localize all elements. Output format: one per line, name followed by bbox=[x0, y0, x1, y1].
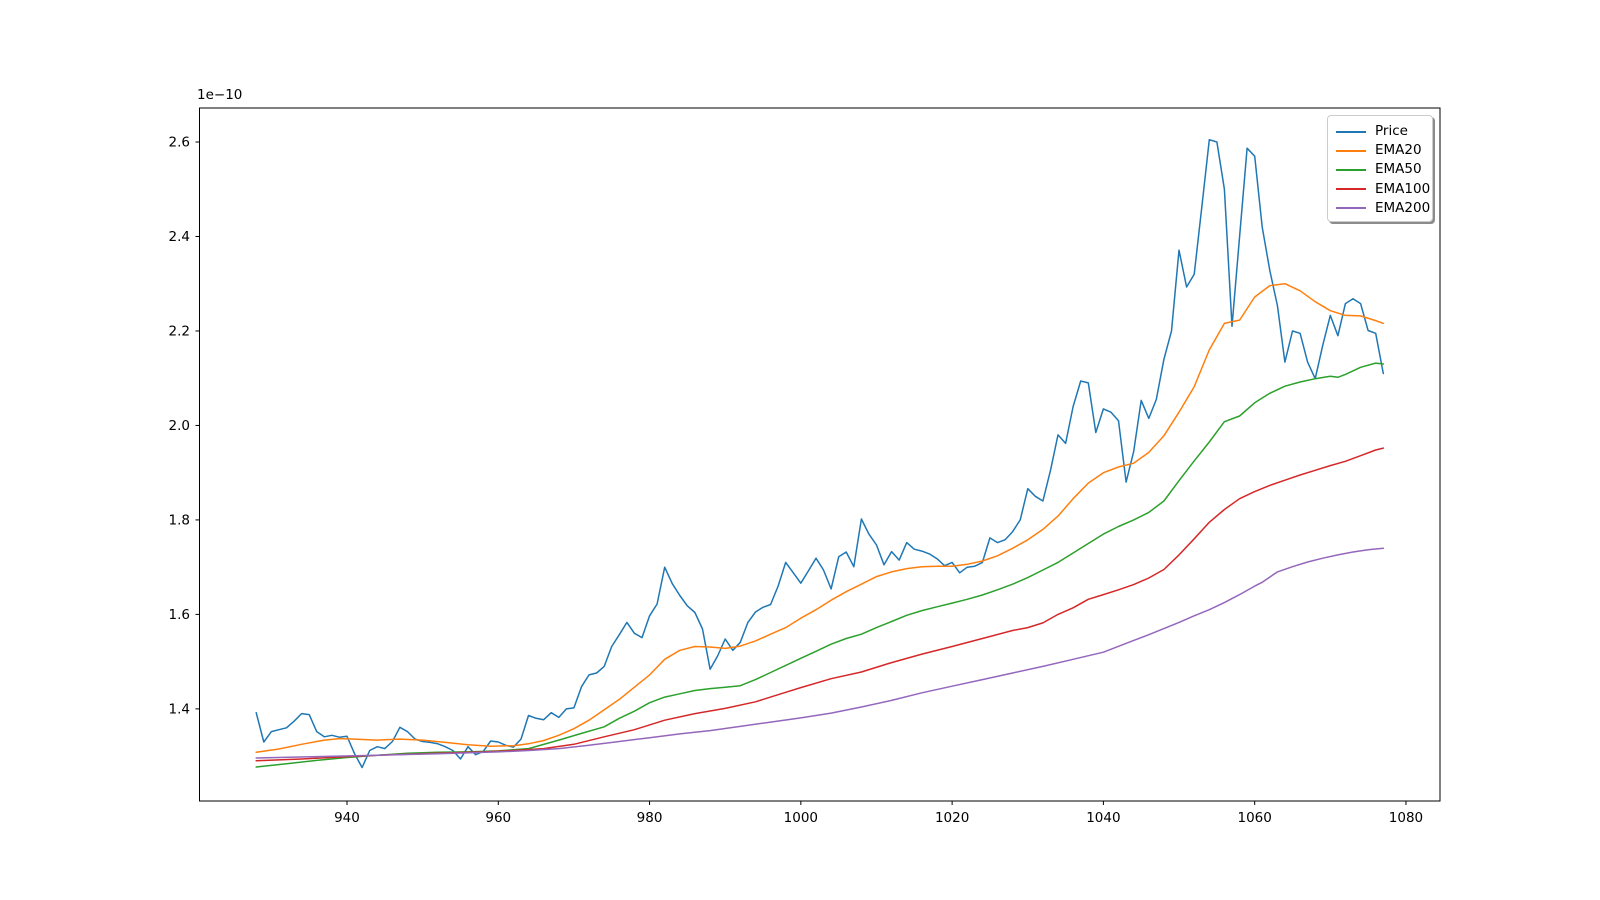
legend-row-ema200: EMA200 bbox=[1334, 199, 1430, 218]
ema20-line-sample bbox=[1336, 149, 1366, 152]
x-tick-label: 1060 bbox=[1238, 810, 1272, 826]
legend-row-price: Price bbox=[1334, 122, 1426, 141]
legend-box: Price EMA20 EMA50 EMA100 EMA200 bbox=[1327, 115, 1433, 222]
legend-row-ema100: EMA100 bbox=[1334, 180, 1430, 199]
x-tick-label: 1020 bbox=[935, 810, 969, 826]
y-tick-label: 1.8 bbox=[169, 512, 190, 528]
legend-row-ema50: EMA50 bbox=[1334, 160, 1426, 179]
y-tick-label: 2.6 bbox=[169, 135, 190, 151]
x-tick-label: 960 bbox=[485, 810, 511, 826]
legend-label-ema100: EMA100 bbox=[1375, 180, 1431, 197]
x-axis-ticks: 940 960 980 1000 1020 1040 1060 1080 bbox=[334, 801, 1423, 826]
series-line-ema200 bbox=[255, 547, 1385, 759]
x-tick-label: 1000 bbox=[784, 810, 818, 826]
legend-label-ema50: EMA50 bbox=[1375, 161, 1422, 178]
y-axis-ticks: 1.4 1.6 1.8 2.0 2.2 2.4 2.6 bbox=[169, 135, 200, 717]
y-tick-label: 2.2 bbox=[169, 323, 190, 339]
x-tick-label: 1080 bbox=[1389, 810, 1423, 826]
price-line-sample bbox=[1336, 130, 1366, 133]
series-line-price bbox=[255, 138, 1385, 769]
ema100-line-sample bbox=[1336, 188, 1366, 191]
y-tick-label: 1.6 bbox=[169, 607, 190, 623]
x-tick-label: 980 bbox=[637, 810, 663, 826]
x-tick-label: 940 bbox=[334, 810, 360, 826]
y-tick-label: 2.4 bbox=[169, 229, 190, 245]
legend-row-ema20: EMA20 bbox=[1334, 141, 1426, 160]
series-line-ema100 bbox=[255, 447, 1385, 762]
ema200-line-sample bbox=[1336, 207, 1366, 210]
ema50-line-sample bbox=[1336, 168, 1366, 171]
series-line-ema20 bbox=[255, 282, 1385, 754]
legend-label-price: Price bbox=[1375, 123, 1408, 140]
x-tick-label: 1040 bbox=[1086, 810, 1120, 826]
series-line-ema50 bbox=[255, 362, 1385, 768]
legend-label-ema200: EMA200 bbox=[1375, 199, 1431, 216]
legend-label-ema20: EMA20 bbox=[1375, 142, 1422, 159]
y-tick-label: 2.0 bbox=[169, 418, 190, 434]
axes-frame bbox=[199, 107, 1441, 802]
y-axis-offset-label: 1e−10 bbox=[197, 87, 242, 103]
series-lines bbox=[255, 138, 1385, 769]
y-tick-label: 1.4 bbox=[169, 701, 190, 717]
